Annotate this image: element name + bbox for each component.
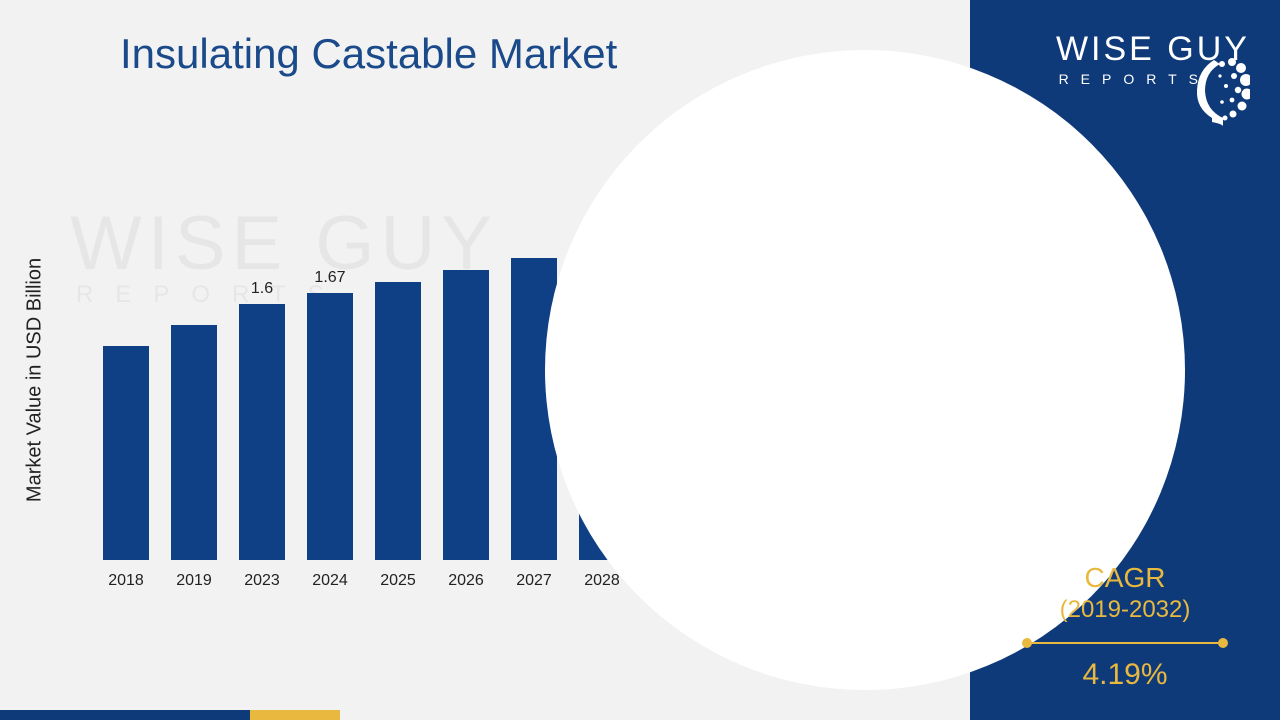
bar-value-label: 1.67 xyxy=(300,269,360,287)
x-tick-label: 2025 xyxy=(380,572,416,590)
brand-logo: WISE GUY REPORTS xyxy=(990,30,1250,87)
bar xyxy=(171,325,217,560)
cagr-value: 4.19% xyxy=(970,658,1280,692)
cagr-range: (2019-2032) xyxy=(970,596,1280,624)
bar xyxy=(375,282,421,560)
y-axis-label: Market Value in USD Billion xyxy=(24,258,47,502)
x-tick-label: 2023 xyxy=(244,572,280,590)
x-tick-label: 2028 xyxy=(584,572,620,590)
canvas: WISE GUY REPORTS Insulating Castable Mar… xyxy=(0,0,1280,720)
x-tick-label: 2027 xyxy=(516,572,552,590)
bar xyxy=(307,293,353,560)
bar xyxy=(443,270,489,560)
chart-title: Insulating Castable Market xyxy=(120,30,617,78)
bar xyxy=(103,346,149,560)
cagr-divider xyxy=(1025,642,1225,644)
x-tick-label: 2019 xyxy=(176,572,212,590)
bar-value-label: 1.6 xyxy=(232,280,292,298)
brand-head-icon xyxy=(1192,56,1250,126)
x-tick-label: 2024 xyxy=(312,572,348,590)
bar xyxy=(239,304,285,560)
bottom-accent-bar xyxy=(0,710,340,720)
cagr-block: CAGR (2019-2032) 4.19% xyxy=(970,562,1280,692)
brand-line1: WISE GUY xyxy=(990,30,1250,69)
x-tick-label: 2018 xyxy=(108,572,144,590)
x-tick-label: 2026 xyxy=(448,572,484,590)
cagr-label: CAGR xyxy=(970,562,1280,594)
